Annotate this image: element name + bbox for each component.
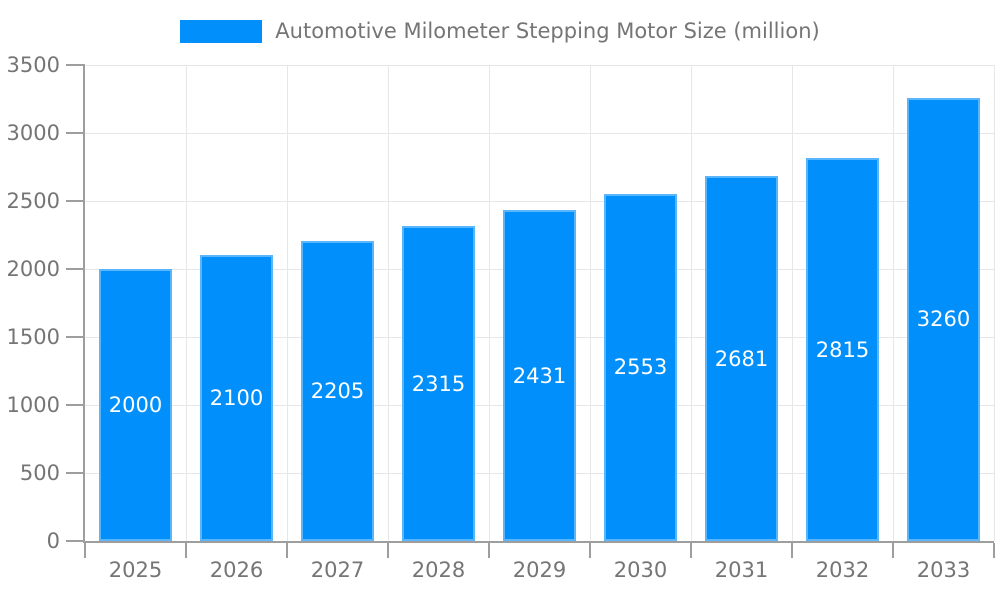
y-axis-line (83, 65, 85, 543)
y-tick (66, 404, 85, 406)
h-gridline (85, 64, 994, 66)
x-axis-label: 2028 (411, 558, 466, 582)
y-axis-label: 2500 (6, 189, 60, 213)
x-tick (993, 543, 995, 558)
y-axis-label: 0 (46, 529, 60, 553)
y-axis-label: 2000 (6, 257, 60, 281)
v-gridline (993, 65, 995, 541)
x-tick (791, 543, 793, 558)
bar-value-label: 2315 (411, 371, 466, 396)
bar: 2000 (99, 269, 172, 541)
y-tick (66, 200, 85, 202)
bar: 2553 (604, 193, 677, 541)
bar: 2681 (705, 176, 778, 541)
v-gridline (185, 65, 187, 541)
v-gridline (690, 65, 692, 541)
x-axis-label: 2026 (209, 558, 264, 582)
x-tick (488, 543, 490, 558)
v-gridline (387, 65, 389, 541)
bar-value-label: 2000 (108, 393, 163, 417)
legend: Automotive Milometer Stepping Motor Size… (0, 19, 1000, 43)
h-gridline (85, 132, 994, 134)
x-axis-label: 2030 (613, 558, 668, 582)
v-gridline (286, 65, 288, 541)
x-axis-line (83, 541, 994, 543)
bar: 3260 (907, 97, 980, 541)
v-gridline (892, 65, 894, 541)
v-gridline (488, 65, 490, 541)
bar: 2431 (503, 210, 576, 541)
x-axis-label: 2025 (108, 558, 163, 582)
y-tick (66, 336, 85, 338)
x-tick (286, 543, 288, 558)
x-axis-label: 2033 (916, 558, 971, 582)
x-tick (690, 543, 692, 558)
x-tick (387, 543, 389, 558)
bar-value-label: 2553 (613, 355, 668, 380)
legend-item[interactable]: Automotive Milometer Stepping Motor Size… (180, 19, 820, 43)
y-tick (66, 540, 85, 542)
bar: 2315 (402, 226, 475, 541)
y-axis-label: 1500 (6, 325, 60, 349)
y-axis-label: 1000 (6, 393, 60, 417)
bar-value-label: 2431 (512, 363, 567, 388)
bar: 2100 (200, 255, 273, 541)
y-tick (66, 268, 85, 270)
y-tick (66, 132, 85, 134)
y-tick (66, 64, 85, 66)
bar: 2205 (301, 241, 374, 541)
x-axis-label: 2027 (310, 558, 365, 582)
v-gridline (791, 65, 793, 541)
bar-value-label: 2815 (815, 337, 870, 362)
x-axis-label: 2032 (815, 558, 870, 582)
x-tick (589, 543, 591, 558)
bar: 2815 (806, 158, 879, 541)
plot-area: 0 500 1000 1500 2000 2500 3000 3500 2000 2025 2100… (7, 53, 995, 582)
y-axis-label: 3000 (6, 121, 60, 145)
x-tick (84, 543, 86, 558)
bar-value-label: 3260 (916, 307, 971, 332)
h-gridline (85, 200, 994, 202)
x-axis-label: 2031 (714, 558, 769, 582)
y-axis-label: 3500 (6, 53, 60, 77)
legend-swatch-icon (180, 19, 263, 43)
bar-value-label: 2205 (310, 379, 365, 404)
bar-value-label: 2100 (209, 386, 264, 411)
legend-label: Automotive Milometer Stepping Motor Size… (275, 19, 820, 43)
bar-value-label: 2681 (714, 346, 769, 371)
x-tick (892, 543, 894, 558)
y-axis-label: 500 (19, 461, 60, 485)
y-tick (66, 472, 85, 474)
x-tick (185, 543, 187, 558)
x-axis-label: 2029 (512, 558, 567, 582)
v-gridline (589, 65, 591, 541)
